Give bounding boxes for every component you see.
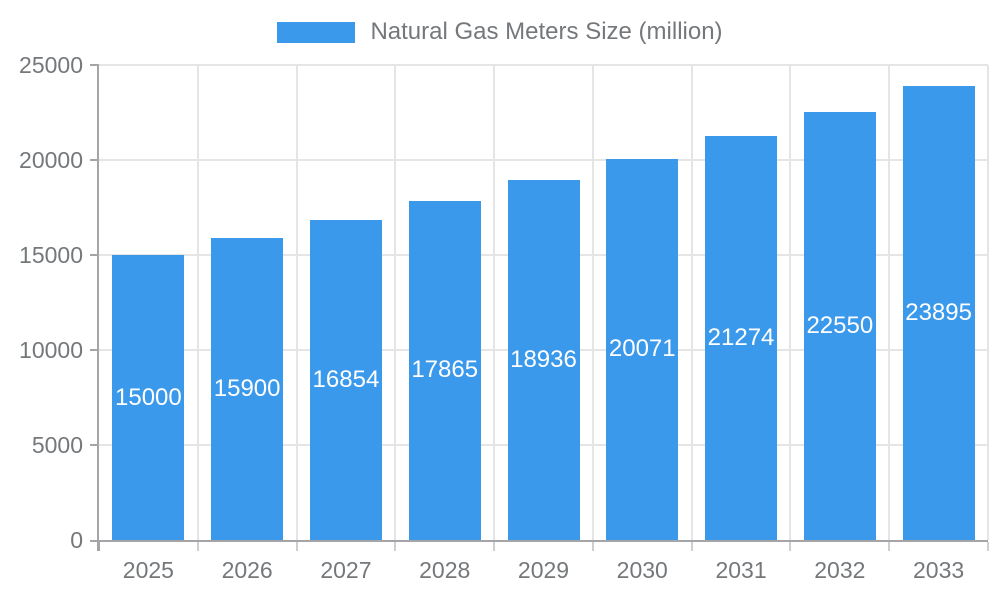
- bar-value-label: 15000: [115, 383, 182, 411]
- x-gridline: [196, 65, 199, 540]
- legend-label: Natural Gas Meters Size (million): [370, 18, 723, 45]
- x-gridline: [394, 65, 397, 540]
- y-gridline: [99, 159, 988, 161]
- bar[interactable]: [606, 158, 679, 540]
- bar-value-label: 21274: [707, 323, 775, 351]
- x-tick-label: 2026: [221, 557, 273, 583]
- x-tick-label: 2033: [913, 557, 965, 583]
- y-tick-label: 10000: [19, 337, 83, 363]
- legend[interactable]: Natural Gas Meters Size (million): [0, 18, 1000, 46]
- bar[interactable]: [408, 200, 481, 540]
- y-tick-label: 20000: [19, 147, 83, 173]
- bar-value-label: 15900: [213, 374, 281, 402]
- bar[interactable]: [211, 237, 284, 540]
- x-tick-mark: [789, 542, 792, 551]
- x-gridline: [888, 65, 891, 540]
- x-gridline: [789, 65, 792, 540]
- y-tick-mark: [90, 349, 99, 351]
- bar[interactable]: [902, 85, 975, 540]
- x-tick-label: 2032: [814, 557, 866, 583]
- x-gridline: [591, 65, 594, 540]
- x-tick-mark: [394, 542, 397, 551]
- y-tick-mark: [90, 444, 99, 446]
- x-tick-mark: [196, 542, 199, 551]
- bar-value-label: 22550: [806, 311, 874, 339]
- y-tick-mark: [90, 254, 99, 256]
- bar-value-label: 23895: [905, 298, 972, 326]
- y-tick-mark: [90, 64, 99, 66]
- y-tick-label: 0: [70, 527, 83, 553]
- bar-value-label: 18936: [510, 346, 577, 374]
- bar-value-label: 20071: [608, 335, 676, 363]
- bar[interactable]: [112, 255, 185, 540]
- x-axis-line: [90, 540, 988, 542]
- x-tick-label: 2029: [517, 557, 570, 583]
- x-tick-mark: [493, 542, 496, 551]
- y-gridline: [99, 64, 988, 66]
- bar-value-label: 16854: [312, 365, 380, 393]
- bar[interactable]: [803, 111, 876, 540]
- x-tick-label: 2027: [320, 557, 372, 583]
- y-tick-label: 15000: [19, 242, 83, 268]
- bar[interactable]: [507, 180, 580, 540]
- x-tick-mark: [98, 542, 100, 551]
- y-tick-label: 25000: [19, 52, 83, 78]
- legend-color-swatch: [277, 21, 356, 43]
- x-tick-mark: [888, 542, 891, 551]
- x-tick-mark: [591, 542, 594, 551]
- x-tick-label: 2025: [122, 557, 174, 583]
- x-tick-mark: [690, 542, 693, 551]
- x-tick-label: 2031: [715, 557, 767, 583]
- x-gridline: [690, 65, 693, 540]
- y-axis-line: [97, 65, 99, 551]
- x-gridline: [493, 65, 496, 540]
- y-tick-label: 5000: [31, 432, 83, 458]
- bar[interactable]: [705, 135, 778, 540]
- x-tick-label: 2028: [419, 557, 471, 583]
- x-tick-label: 2030: [616, 557, 668, 583]
- y-tick-mark: [90, 159, 99, 161]
- x-tick-mark: [987, 542, 989, 551]
- x-tick-mark: [295, 542, 298, 551]
- x-gridline: [987, 65, 989, 540]
- bar-value-label: 17865: [411, 356, 479, 384]
- bar[interactable]: [309, 219, 382, 540]
- x-gridline: [295, 65, 298, 540]
